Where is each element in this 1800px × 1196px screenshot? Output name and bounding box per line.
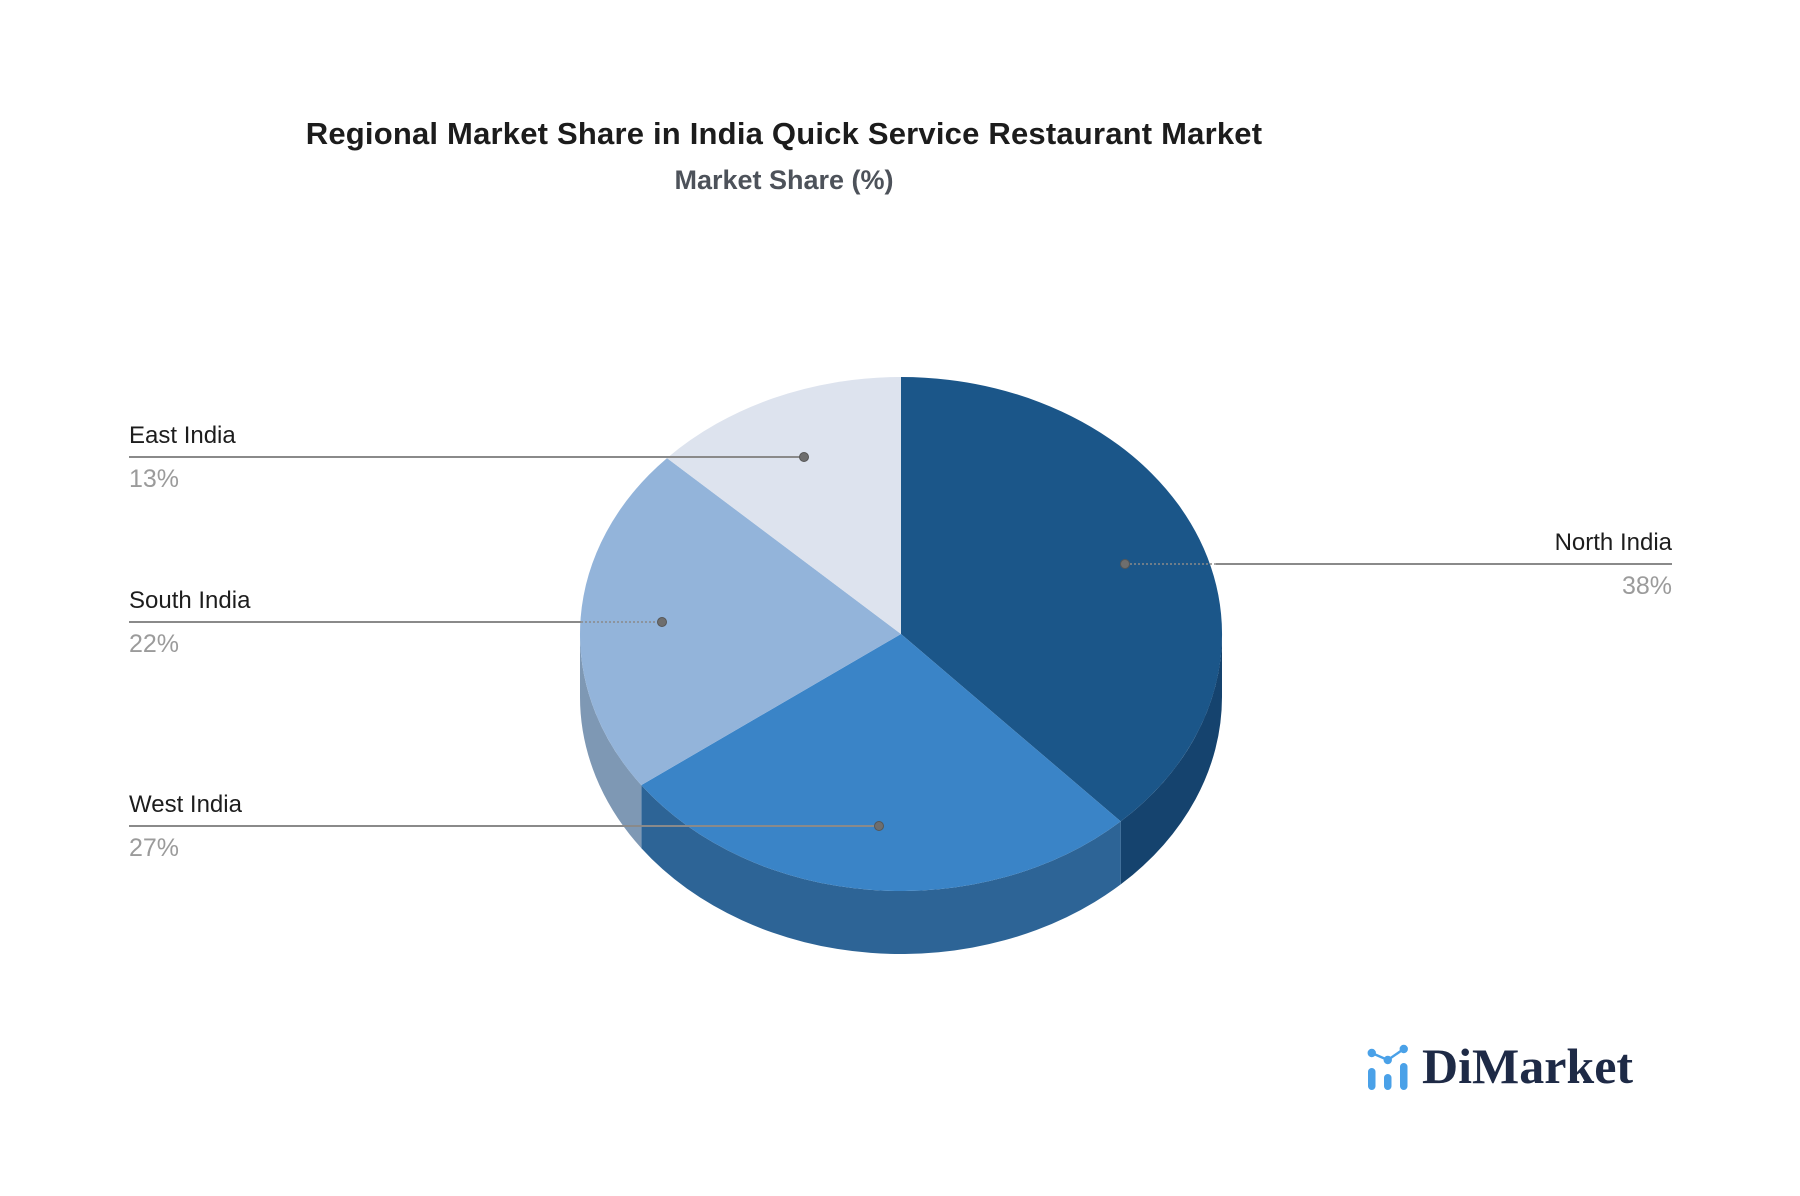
leader-dot-west-india [874, 821, 884, 831]
bar-line-chart-icon [1367, 1044, 1408, 1090]
leader-dot-north-india [1120, 559, 1130, 569]
pie-slice-west-india-side [641, 785, 1121, 955]
pct-north-india: 38% [1621, 572, 1672, 600]
pie-slice-south-india[interactable] [579, 458, 901, 786]
label-east-india: East India [129, 422, 236, 449]
pct-west-india: 27% [129, 834, 180, 862]
label-west-india: West India [129, 791, 242, 818]
chart-title: Regional Market Share in India Quick Ser… [305, 116, 1263, 151]
logo-text: DiMarket [1422, 1038, 1634, 1094]
pie-slice-south-india-side [580, 634, 642, 849]
pie-slice-east-india[interactable] [667, 377, 901, 634]
label-north-india: North India [1554, 529, 1672, 556]
label-south-india: South India [129, 587, 251, 614]
leader-dot-east-india [799, 452, 809, 462]
pct-east-india: 13% [129, 465, 180, 493]
pct-south-india: 22% [129, 630, 180, 658]
dimarket-logo: DiMarket [1366, 1038, 1634, 1094]
pie-slice-north-india-side [1120, 634, 1222, 885]
pie-slice-north-india[interactable] [901, 377, 1223, 822]
chart-subtitle: Market Share (%) [674, 165, 894, 195]
leader-dot-south-india [657, 617, 667, 627]
